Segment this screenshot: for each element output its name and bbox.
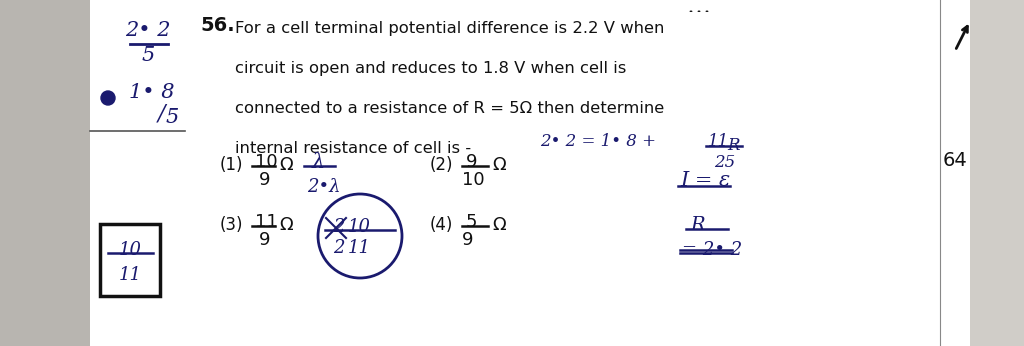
Text: 9: 9 <box>466 153 477 171</box>
Text: 11: 11 <box>708 133 729 150</box>
Text: 2• 2 = 1• 8 +: 2• 2 = 1• 8 + <box>540 133 656 150</box>
Text: 11: 11 <box>119 266 141 284</box>
Text: connected to a resistance of R = 5Ω then determine: connected to a resistance of R = 5Ω then… <box>234 101 665 116</box>
Text: Ω: Ω <box>492 216 506 234</box>
Text: (1): (1) <box>220 156 244 174</box>
Text: For a cell terminal potential difference is 2.2 V when: For a cell terminal potential difference… <box>234 21 665 36</box>
Text: (2): (2) <box>430 156 454 174</box>
Text: 11: 11 <box>348 239 371 257</box>
Text: λ: λ <box>311 153 325 172</box>
Text: 10: 10 <box>462 171 484 189</box>
Polygon shape <box>90 0 970 346</box>
Text: 25: 25 <box>714 154 735 171</box>
Text: 56.: 56. <box>200 16 234 35</box>
Text: 11: 11 <box>255 213 278 231</box>
Text: 2•λ: 2•λ <box>307 178 341 196</box>
Text: 64: 64 <box>943 152 968 171</box>
Text: (3): (3) <box>220 216 244 234</box>
Text: internal resistance of cell is -: internal resistance of cell is - <box>234 141 471 156</box>
Text: 2: 2 <box>333 218 344 236</box>
Text: Ω: Ω <box>492 156 506 174</box>
Text: I = ε: I = ε <box>680 171 730 190</box>
Text: 5: 5 <box>165 108 178 127</box>
Text: 2• 2: 2• 2 <box>125 21 171 40</box>
Text: 9: 9 <box>259 171 270 189</box>
Text: circuit is open and reduces to 1.8 V when cell is: circuit is open and reduces to 1.8 V whe… <box>234 61 627 76</box>
Text: 5: 5 <box>141 46 155 65</box>
Text: R: R <box>727 137 739 154</box>
Bar <box>100 224 160 296</box>
Text: 10: 10 <box>255 153 278 171</box>
Text: /: / <box>159 103 166 125</box>
Text: 9: 9 <box>462 231 473 249</box>
Circle shape <box>101 91 115 105</box>
Text: 1• 8: 1• 8 <box>129 83 175 102</box>
Text: 5: 5 <box>466 213 477 231</box>
Text: 2: 2 <box>333 239 344 257</box>
Text: Ω: Ω <box>279 216 293 234</box>
Polygon shape <box>0 0 90 346</box>
Text: (4): (4) <box>430 216 454 234</box>
Text: R: R <box>690 216 705 234</box>
Text: 10: 10 <box>119 241 141 259</box>
Text: = 2• 2: = 2• 2 <box>682 241 742 259</box>
Text: 10: 10 <box>348 218 371 236</box>
Text: Ω: Ω <box>279 156 293 174</box>
Text: 9: 9 <box>259 231 270 249</box>
